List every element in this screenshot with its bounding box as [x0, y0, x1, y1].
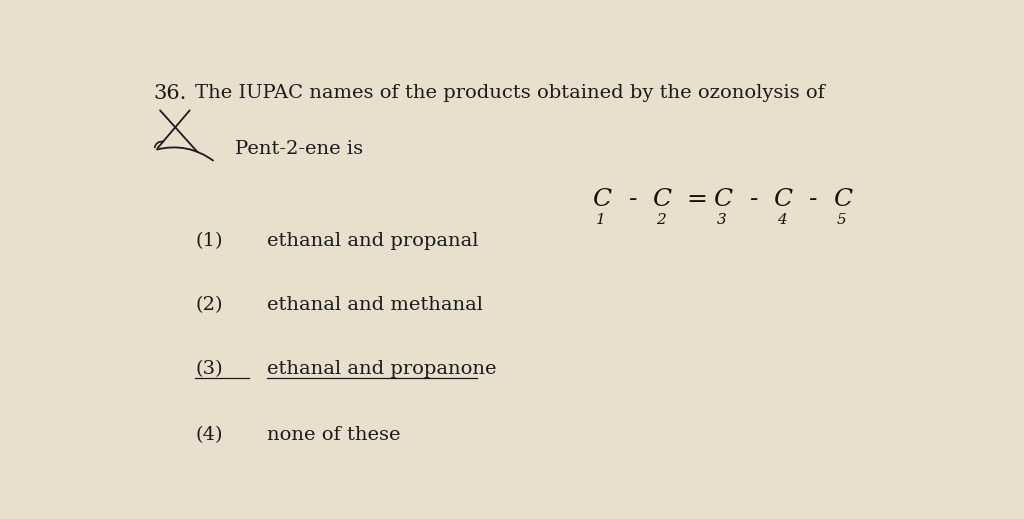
Text: ethanal and propanone: ethanal and propanone [267, 360, 497, 378]
Text: ethanal and propanal: ethanal and propanal [267, 232, 478, 250]
Text: C: C [651, 188, 671, 211]
Text: -: - [808, 188, 816, 211]
Text: 2: 2 [655, 213, 666, 227]
Text: 3: 3 [717, 213, 727, 227]
Text: C: C [773, 188, 793, 211]
Text: =: = [686, 188, 707, 211]
Text: Pent-2-ene is: Pent-2-ene is [236, 140, 364, 158]
Text: C: C [833, 188, 852, 211]
Text: -: - [749, 188, 757, 211]
Text: C: C [713, 188, 732, 211]
Text: 1: 1 [596, 213, 606, 227]
Text: 36.: 36. [154, 84, 186, 103]
Text: (2): (2) [196, 296, 223, 314]
Text: -: - [628, 188, 637, 211]
Text: 4: 4 [777, 213, 786, 227]
Text: ethanal and methanal: ethanal and methanal [267, 296, 483, 314]
Text: none of these: none of these [267, 426, 400, 444]
Text: 5: 5 [837, 213, 847, 227]
Text: C: C [592, 188, 611, 211]
Text: (1): (1) [196, 232, 223, 250]
Text: The IUPAC names of the products obtained by the ozonolysis of: The IUPAC names of the products obtained… [196, 84, 825, 102]
Text: (4): (4) [196, 426, 223, 444]
Text: (3): (3) [196, 360, 223, 378]
